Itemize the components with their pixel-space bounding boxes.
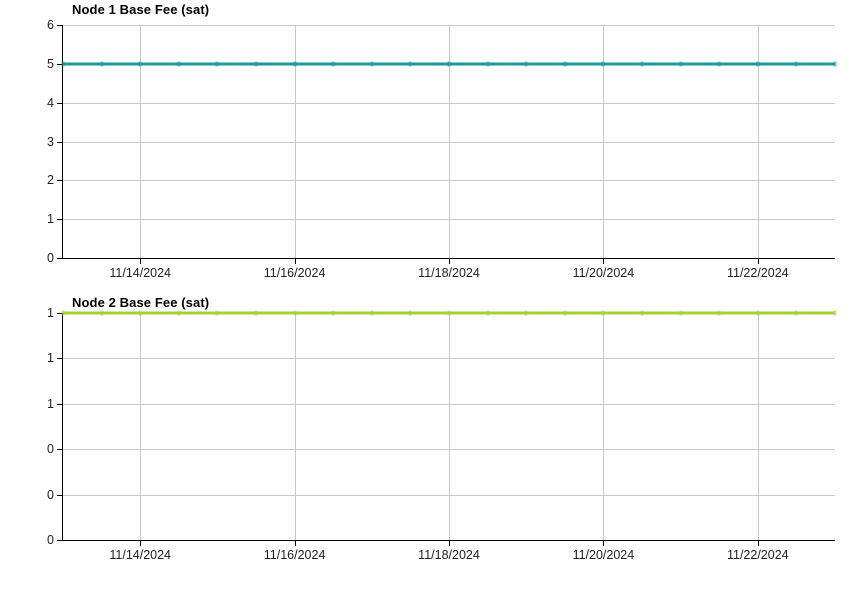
y-axis-tick: [57, 258, 63, 259]
chart-panel-node-1: Node 1 Base Fee (sat) 0 1 2 3 4 5 6 11/14/2024…: [0, 0, 860, 290]
gridline-horizontal: [63, 494, 835, 496]
x-axis-tick: [757, 540, 759, 546]
y-axis-tick: [57, 141, 63, 143]
y-axis-tick-label: 0: [47, 250, 54, 265]
gridline-vertical: [294, 25, 296, 258]
y-axis-tick: [57, 63, 63, 65]
gridline-horizontal: [63, 102, 835, 104]
x-axis-tick: [757, 258, 759, 264]
x-axis-tick-label: 11/18/2024: [418, 266, 480, 280]
chart-title-node-1: Node 1 Base Fee (sat): [72, 2, 210, 17]
x-axis-tick: [449, 258, 450, 264]
gridline-vertical: [757, 25, 759, 258]
x-axis-tick: [294, 540, 296, 546]
gridline-horizontal: [63, 25, 835, 26]
vertical-gridlines-node-1: [63, 25, 835, 258]
gridline-vertical: [294, 313, 296, 540]
plot-area-node-1: 0 1 2 3 4 5 6 11/14/2024 11/16/2024 11/18/2024 11…: [47, 19, 837, 279]
gridline-horizontal: [63, 403, 835, 405]
y-axis-tick: [57, 494, 63, 496]
y-axis-tick-label: 0: [47, 532, 54, 547]
horizontal-gridlines-node-2: [63, 313, 835, 540]
gridline-horizontal: [63, 358, 835, 360]
x-axis-tick-label: 11/22/2024: [726, 548, 789, 562]
gridline-vertical: [140, 313, 142, 540]
data-series-line: [63, 311, 835, 315]
y-axis-tick-label: 0: [47, 441, 54, 456]
y-axis-tick: [57, 540, 63, 541]
chart-panel-node-2: Node 2 Base Fee (sat) 0 0 0 1 1 1 11/14/2024 1…: [0, 293, 860, 590]
x-axis-tick: [603, 540, 605, 546]
y-axis-tick: [57, 449, 63, 451]
x-axis-tick: [294, 258, 296, 264]
chart-title-node-2: Node 2 Base Fee (sat): [72, 295, 210, 310]
y-axis-tick-label: 3: [47, 134, 54, 149]
y-axis-tick-label: 6: [47, 17, 54, 32]
gridline-horizontal: [63, 180, 835, 182]
vertical-gridlines-node-2: [63, 313, 835, 540]
data-series-line: [63, 62, 835, 66]
x-axis-tick-label: 11/14/2024: [109, 266, 172, 280]
y-axis-tick: [57, 180, 63, 182]
y-axis-tick: [57, 25, 63, 26]
gridline-horizontal: [63, 219, 835, 221]
y-axis-tick-label: 1: [47, 305, 54, 320]
horizontal-gridlines-node-1: [63, 25, 835, 258]
x-axis-tick: [603, 258, 605, 264]
y-axis-tick-label: 5: [47, 56, 54, 71]
gridline-vertical: [603, 313, 605, 540]
x-axis-tick-label: 11/16/2024: [263, 266, 326, 280]
gridline-vertical: [140, 25, 142, 258]
y-axis-tick: [57, 313, 63, 314]
x-axis-tick-label: 11/20/2024: [572, 266, 635, 280]
gridline-vertical: [449, 313, 450, 540]
gridline-horizontal: [63, 449, 835, 451]
x-axis-tick-label: 11/14/2024: [109, 548, 172, 562]
plot-area-node-2: 0 0 0 1 1 1 11/14/2024 11/16/2024 11/18/2024 11/…: [47, 307, 837, 561]
y-axis-tick-label: 1: [47, 211, 54, 226]
x-axis-tick-label: 11/16/2024: [263, 548, 326, 562]
gridline-vertical: [449, 25, 450, 258]
x-axis-tick-label: 11/22/2024: [726, 266, 789, 280]
y-axis-tick: [57, 403, 63, 405]
gridline-vertical: [757, 313, 759, 540]
y-axis-tick-label: 2: [47, 173, 54, 188]
y-axis-tick-label: 4: [47, 95, 54, 110]
y-axis-tick-label: 0: [47, 487, 54, 502]
gridline-vertical: [603, 25, 605, 258]
y-axis-tick: [57, 219, 63, 221]
x-axis-tick-label: 11/20/2024: [572, 548, 635, 562]
x-axis-tick: [140, 540, 142, 546]
x-axis-tick-label: 11/18/2024: [418, 548, 480, 562]
gridline-horizontal: [63, 141, 835, 143]
y-axis-tick-label: 1: [47, 396, 54, 411]
x-axis-tick: [449, 540, 450, 546]
y-axis-tick-label: 1: [47, 351, 54, 366]
x-axis-tick: [140, 258, 142, 264]
y-axis-tick: [57, 102, 63, 104]
y-axis-tick: [57, 358, 63, 360]
